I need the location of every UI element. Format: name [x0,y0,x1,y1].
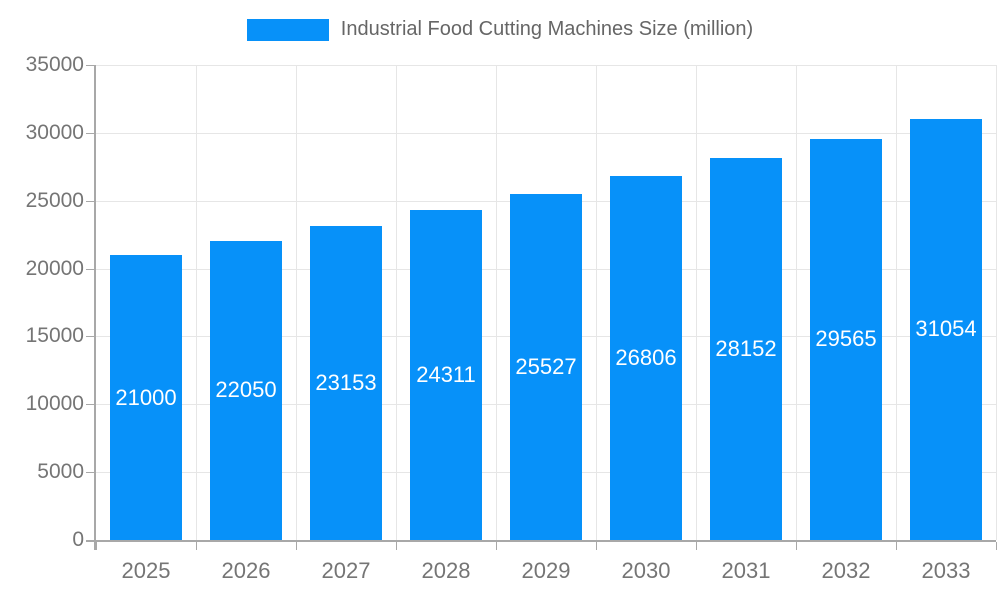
bar: 21000 [110,255,182,540]
bar-value-label: 26806 [615,345,677,371]
bar-value-label: 28152 [715,335,777,361]
y-tick-mark [86,65,94,66]
x-tick-label: 2025 [121,558,171,583]
x-tick-mark [596,542,597,550]
legend-label: Industrial Food Cutting Machines Size (m… [340,18,754,40]
x-tick-mark [296,542,297,550]
x-gridline [596,65,597,540]
plot-area: 0 5000 10000 15000 20000 25000 30000 35000 21000… [26,53,997,583]
bar-value-label: 29565 [815,326,877,352]
bar: 23153 [310,225,382,540]
y-tick-label: 30000 [25,120,84,144]
y-gridline [96,132,996,134]
y-tick-mark [86,132,94,134]
y-tick-mark [86,540,94,541]
y-tick-label: 0 [72,528,84,551]
chart-legend: Industrial Food Cutting Machines Size (m… [0,18,1000,41]
x-gridline [896,65,897,540]
bar: 28152 [710,157,782,540]
x-tick-label: 2033 [921,558,971,583]
x-tick-mark [196,542,197,550]
x-gridline [496,65,497,540]
bar-value-label: 21000 [115,384,177,410]
x-gridline [996,65,997,540]
bar: 26806 [610,176,682,540]
y-tick-label: 35000 [25,53,84,76]
y-tick-mark [86,200,94,202]
x-tick-label: 2027 [321,558,371,583]
x-tick-label: 2029 [521,558,571,583]
y-tick-label: 5000 [37,460,84,484]
bar-value-label: 23153 [315,369,377,395]
y-tick-label: 10000 [25,392,84,416]
x-tick-mark [396,542,397,550]
x-gridline [696,65,697,540]
y-tick-mark [86,336,94,338]
bar-value-label: 25527 [515,353,577,379]
y-tick-label: 15000 [25,324,84,348]
bar: 22050 [210,240,282,540]
y-tick-label: 20000 [25,256,84,280]
x-tick-label: 2030 [621,558,671,583]
bar: 29565 [810,138,882,540]
x-axis-line [86,540,996,542]
y-tick-label: 25000 [25,188,84,212]
y-tick-mark [86,472,94,474]
y-gridline [96,65,996,66]
x-tick-label: 2028 [421,558,471,583]
x-tick-label: 2026 [221,558,271,583]
bar: 31054 [910,118,982,540]
legend-item[interactable]: Industrial Food Cutting Machines Size (m… [246,18,754,41]
x-gridline [796,65,797,540]
x-tick-mark [896,542,897,550]
y-tick-mark [86,404,94,406]
x-tick-mark [796,542,797,550]
bar: 25527 [510,193,582,540]
x-tick-mark [696,542,697,550]
y-tick-mark [86,268,94,270]
y-axis-line [94,65,96,550]
x-gridline [296,65,297,540]
bar-value-label: 22050 [215,377,277,403]
x-tick-mark [96,542,97,550]
x-gridline [396,65,397,540]
bar-value-label: 31054 [915,316,977,342]
bar: 24311 [410,210,482,540]
x-gridline [196,65,197,540]
bar-value-label: 24311 [416,362,476,388]
x-tick-mark [496,542,497,550]
x-tick-label: 2031 [721,558,771,583]
x-tick-label: 2032 [821,558,871,583]
x-tick-mark [996,542,997,550]
legend-swatch [246,18,329,41]
